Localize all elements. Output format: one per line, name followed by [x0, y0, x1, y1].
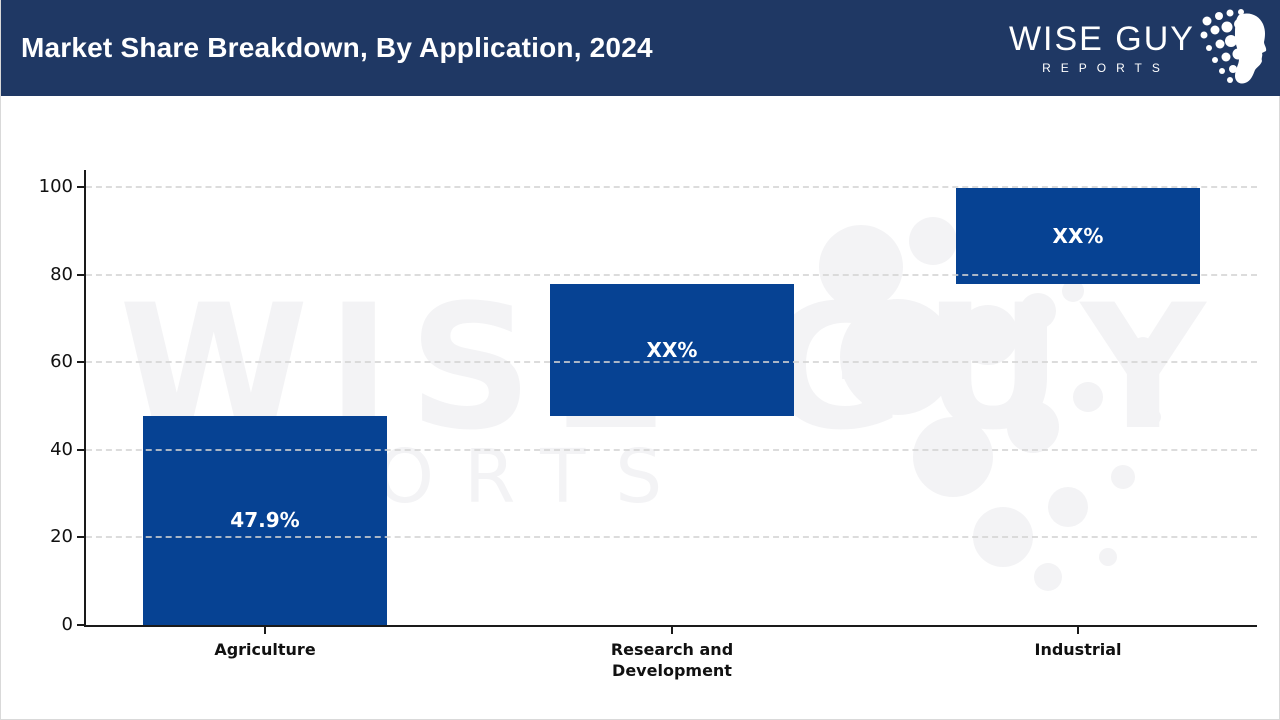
bar-industrial	[956, 188, 1200, 284]
y-tick-label-20: 20	[50, 526, 73, 547]
header: Market Share Breakdown, By Application, …	[1, 0, 1280, 96]
y-tick-60	[77, 361, 85, 363]
y-tick-100	[77, 186, 85, 188]
y-tick-label-100: 100	[38, 176, 73, 197]
bar-label-industrial: XX%	[1052, 224, 1104, 248]
gridline-60	[86, 361, 1257, 363]
logo-face-icon	[1200, 9, 1267, 84]
gridline-40	[86, 449, 1257, 451]
y-axis-line	[84, 170, 86, 627]
x-tick-research-and-development	[671, 627, 673, 634]
logo-wordmark-line1: WISE GUY	[1008, 19, 1195, 58]
y-tick-40	[77, 449, 85, 451]
bar-label-research-and-development: XX%	[646, 338, 698, 362]
y-tick-80	[77, 274, 85, 276]
y-tick-label-80: 80	[50, 264, 73, 285]
gridline-100	[86, 186, 1257, 188]
x-tick-industrial	[1077, 627, 1079, 634]
y-tick-20	[77, 536, 85, 538]
y-tick-label-0: 0	[61, 614, 73, 635]
bar-research-and-development	[550, 284, 794, 416]
y-tick-0	[77, 624, 85, 626]
x-axis-line	[86, 625, 1257, 627]
chart-title: Market Share Breakdown, By Application, …	[21, 32, 653, 63]
x-label-industrial: Industrial	[1034, 640, 1122, 659]
x-label-agriculture: Agriculture	[214, 640, 316, 659]
bar-label-agriculture: 47.9%	[230, 508, 300, 532]
y-tick-label-60: 60	[50, 351, 73, 372]
logo-wordmark: WISE GUY REPORTS	[1009, 22, 1195, 75]
logo-wordmark-line2: REPORTS	[1042, 60, 1170, 75]
x-label-research-and-development: Research and Development	[610, 640, 734, 680]
y-tick-label-40: 40	[50, 439, 73, 460]
brand-logo: WISE GUY REPORTS	[1009, 7, 1280, 89]
x-tick-agriculture	[264, 627, 266, 634]
gridline-20	[86, 536, 1257, 538]
gridline-80	[86, 274, 1257, 276]
